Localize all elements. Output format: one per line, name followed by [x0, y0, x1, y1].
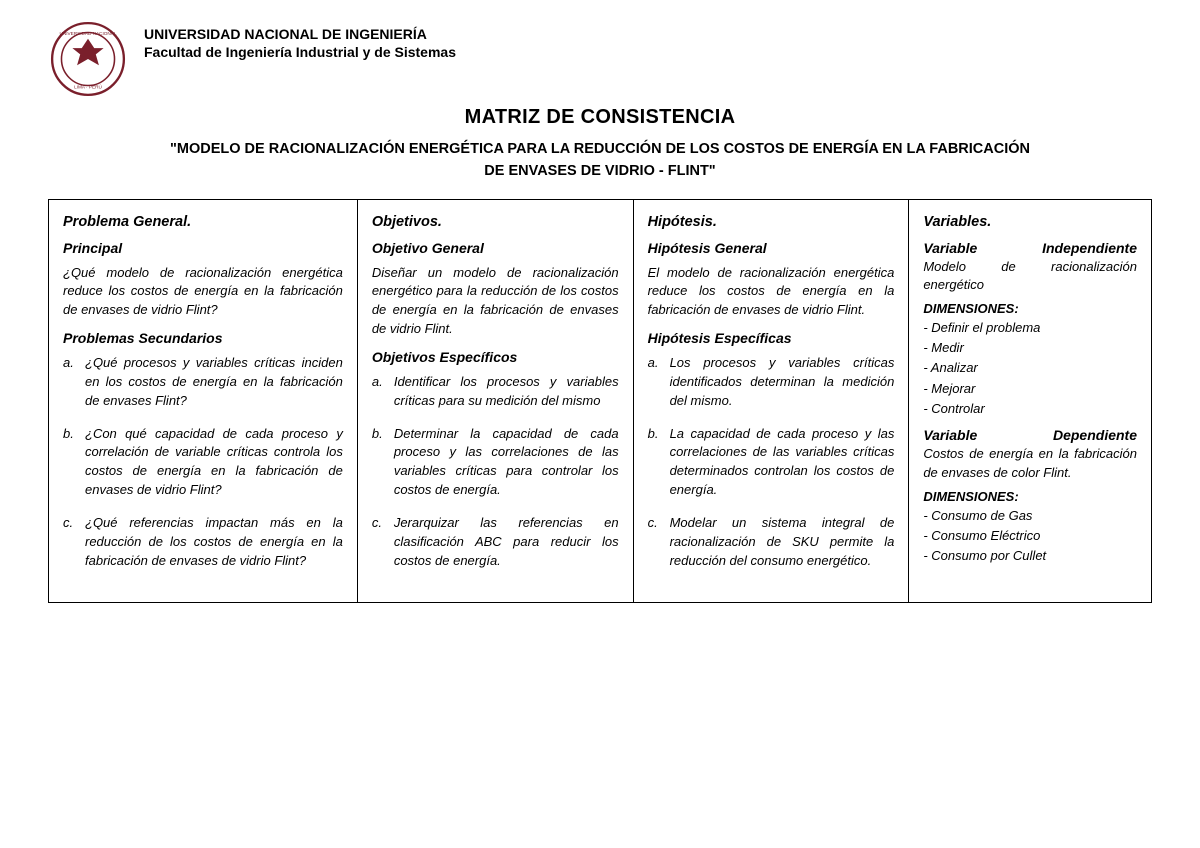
- university-name: UNIVERSIDAD NACIONAL DE INGENIERÍA: [144, 26, 456, 42]
- problema-general-text: ¿Qué modelo de racionalización energétic…: [63, 264, 343, 321]
- problema-item: ¿Qué referencias impactan más en la redu…: [63, 514, 343, 571]
- document-title: MATRIZ DE CONSISTENCIA: [48, 106, 1152, 129]
- problema-sub-secundarios: Problemas Secundarios: [63, 330, 343, 346]
- hipotesis-list: Los procesos y variables críticas identi…: [648, 354, 895, 570]
- problema-list: ¿Qué procesos y variables críticas incid…: [63, 354, 343, 570]
- dim-ind-item: - Controlar: [923, 399, 1137, 419]
- dim-dep-item: - Consumo por Cullet: [923, 546, 1137, 566]
- var-dep-label-left: Variable: [923, 427, 977, 443]
- hipotesis-sub-general: Hipótesis General: [648, 240, 895, 256]
- hipotesis-head: Hipótesis.: [648, 214, 895, 230]
- dim-ind-item: - Definir el problema: [923, 318, 1137, 338]
- variable-independiente-desc: Modelo de racionalización energético: [923, 258, 1137, 296]
- hipotesis-sub-especificas: Hipótesis Específicas: [648, 330, 895, 346]
- variable-dependiente-label: Variable Dependiente: [923, 427, 1137, 443]
- problema-head: Problema General.: [63, 214, 343, 230]
- hipotesis-general-text: El modelo de racionalización energética …: [648, 264, 895, 321]
- document-header: UNIVERSIDAD NACIONAL LIMA · PERÚ UNIVERS…: [48, 20, 1152, 98]
- objetivos-list: Identificar los procesos y variables crí…: [372, 373, 619, 571]
- dim-ind-item: - Analizar: [923, 358, 1137, 378]
- column-objetivos: Objetivos. Objetivo General Diseñar un m…: [357, 199, 633, 603]
- svg-text:UNIVERSIDAD NACIONAL: UNIVERSIDAD NACIONAL: [60, 31, 117, 36]
- objetivos-item: Determinar la capacidad de cada proceso …: [372, 425, 619, 500]
- problema-item: ¿Qué procesos y variables críticas incid…: [63, 354, 343, 411]
- problema-sub-principal: Principal: [63, 240, 343, 256]
- objetivos-item: Jerarquizar las referencias en clasifica…: [372, 514, 619, 571]
- subtitle-line-2: DE ENVASES DE VIDRIO - FLINT": [484, 163, 715, 179]
- document-page: UNIVERSIDAD NACIONAL LIMA · PERÚ UNIVERS…: [0, 0, 1200, 623]
- objetivos-sub-especificos: Objetivos Específicos: [372, 349, 619, 365]
- dim-dep-item: - Consumo de Gas: [923, 506, 1137, 526]
- document-subtitle: "MODELO DE RACIONALIZACIÓN ENERGÉTICA PA…: [48, 139, 1152, 183]
- subtitle-line-1: "MODELO DE RACIONALIZACIÓN ENERGÉTICA PA…: [170, 141, 1030, 157]
- objetivos-head: Objetivos.: [372, 214, 619, 230]
- uni-seal-icon: UNIVERSIDAD NACIONAL LIMA · PERÚ: [49, 20, 127, 98]
- column-variables: Variables. Variable Independiente Modelo…: [909, 199, 1152, 603]
- variable-dependiente-desc: Costos de energía en la fabricación de e…: [923, 445, 1137, 483]
- objetivos-sub-general: Objetivo General: [372, 240, 619, 256]
- university-logo: UNIVERSIDAD NACIONAL LIMA · PERÚ: [48, 20, 128, 98]
- hipotesis-item: La capacidad de cada proceso y las corre…: [648, 425, 895, 500]
- objetivos-general-text: Diseñar un modelo de racionalización ene…: [372, 264, 619, 339]
- var-ind-label-left: Variable: [923, 240, 977, 256]
- variables-head: Variables.: [923, 214, 1137, 230]
- hipotesis-item: Modelar un sistema integral de racionali…: [648, 514, 895, 571]
- dimensiones-dep-head: DIMENSIONES:: [923, 489, 1137, 504]
- objetivos-item: Identificar los procesos y variables crí…: [372, 373, 619, 411]
- var-dep-label-right: Dependiente: [1053, 427, 1137, 443]
- svg-text:LIMA · PERÚ: LIMA · PERÚ: [74, 84, 102, 90]
- consistency-matrix-table: Problema General. Principal ¿Qué modelo …: [48, 199, 1152, 604]
- problema-item: ¿Con qué capacidad de cada proceso y cor…: [63, 425, 343, 500]
- dim-dep-item: - Consumo Eléctrico: [923, 526, 1137, 546]
- column-hipotesis: Hipótesis. Hipótesis General El modelo d…: [633, 199, 909, 603]
- dimensiones-ind-head: DIMENSIONES:: [923, 301, 1137, 316]
- header-text-block: UNIVERSIDAD NACIONAL DE INGENIERÍA Facul…: [144, 20, 456, 60]
- dim-ind-item: - Medir: [923, 338, 1137, 358]
- hipotesis-item: Los procesos y variables críticas identi…: [648, 354, 895, 411]
- dim-ind-item: - Mejorar: [923, 379, 1137, 399]
- faculty-name: Facultad de Ingeniería Industrial y de S…: [144, 44, 456, 60]
- var-ind-label-right: Independiente: [1042, 240, 1137, 256]
- variable-independiente-label: Variable Independiente: [923, 240, 1137, 256]
- column-problema: Problema General. Principal ¿Qué modelo …: [49, 199, 358, 603]
